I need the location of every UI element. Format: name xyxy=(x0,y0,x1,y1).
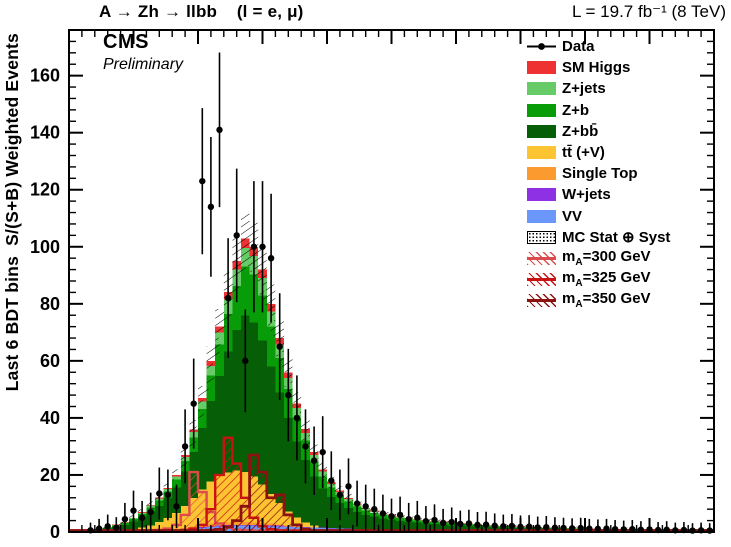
legend-label-data: Data xyxy=(562,38,595,56)
svg-text:20: 20 xyxy=(40,465,60,485)
status-label: Preliminary xyxy=(103,56,184,73)
svg-text:160: 160 xyxy=(30,66,60,86)
plot-frame xyxy=(68,29,715,533)
svg-text:80: 80 xyxy=(40,294,60,314)
legend-item-zjets: Z+jets xyxy=(527,78,670,99)
svg-text:60: 60 xyxy=(40,351,60,371)
legend-swatch-ttbar-icon xyxy=(527,146,556,160)
legend: Data SM Higgs Z+jets Z+b Z+bb̄ tt̄ (+V) Single… xyxy=(527,36,670,311)
legend-label-m300: mA=300 GeV xyxy=(562,247,651,268)
legend-swatch-wjets-icon xyxy=(527,188,556,202)
legend-item-m350: mA=350 GeV xyxy=(527,290,670,311)
legend-label-ttbar: tt̄ (+V) xyxy=(562,144,605,162)
svg-text:140: 140 xyxy=(30,123,60,143)
legend-item-wjets: W+jets xyxy=(527,184,670,205)
legend-swatch-mcstat-icon xyxy=(527,230,556,244)
legend-item-zb: Z+b xyxy=(527,100,670,121)
legend-swatch-vv-icon xyxy=(527,209,556,223)
legend-label-m325: mA=325 GeV xyxy=(562,269,651,290)
legend-swatch-m350-icon xyxy=(527,294,556,308)
legend-label-wjets: W+jets xyxy=(562,186,611,204)
svg-text:120: 120 xyxy=(30,180,60,200)
legend-label-smhiggs: SM Higgs xyxy=(562,59,631,77)
legend-item-zbb: Z+bb̄ xyxy=(527,121,670,142)
legend-item-m300: mA=300 GeV xyxy=(527,248,670,269)
legend-swatch-zjets-icon xyxy=(527,82,556,96)
legend-signal-line xyxy=(527,256,556,260)
legend-label-zb: Z+b xyxy=(562,101,590,119)
decay-channel-title: A → Zh → llbb (l = e, μ) xyxy=(99,2,304,21)
legend-swatch-data-icon xyxy=(527,40,556,53)
luminosity-label: L = 19.7 fb⁻¹ (8 TeV) xyxy=(571,2,726,21)
legend-item-m325: mA=325 GeV xyxy=(527,269,670,290)
legend-swatch-singletop-icon xyxy=(527,167,556,181)
axis-ticks xyxy=(68,30,715,532)
legend-swatch-smhiggs-icon xyxy=(527,61,556,75)
legend-label-zbb: Z+bb̄ xyxy=(562,122,599,140)
experiment-label: CMS xyxy=(103,31,149,53)
legend-label-mcstat: MC Stat ⊕ Syst xyxy=(562,228,671,246)
legend-label-zjets: Z+jets xyxy=(562,80,606,98)
legend-item-ttbar: tt̄ (+V) xyxy=(527,142,670,163)
legend-label-m350: mA=350 GeV xyxy=(562,290,651,311)
legend-signal-line xyxy=(527,299,556,303)
svg-text:40: 40 xyxy=(40,408,60,428)
legend-swatch-zb-icon xyxy=(527,103,556,117)
y-tick-labels: 0 20 40 60 80 100 120 140 160 xyxy=(30,66,60,542)
svg-text:0: 0 xyxy=(50,522,60,542)
legend-item-vv: VV xyxy=(527,206,670,227)
svg-text:100: 100 xyxy=(30,237,60,257)
legend-item-smhiggs: SM Higgs xyxy=(527,57,670,78)
legend-swatch-m300-icon xyxy=(527,251,556,265)
legend-signal-line xyxy=(527,278,556,282)
mc-uncertainty-band xyxy=(69,213,714,532)
legend-label-vv: VV xyxy=(562,207,583,225)
y-axis-title: Last 6 BDT bins S/(S+B) Weighted Events xyxy=(2,33,22,392)
legend-swatch-m325-icon xyxy=(527,273,556,287)
legend-item-mcstat: MC Stat ⊕ Syst xyxy=(527,227,670,248)
legend-item-data: Data xyxy=(527,36,670,57)
legend-swatch-zbb-icon xyxy=(527,124,556,138)
legend-label-singletop: Single Top xyxy=(562,165,638,183)
legend-item-singletop: Single Top xyxy=(527,163,670,184)
